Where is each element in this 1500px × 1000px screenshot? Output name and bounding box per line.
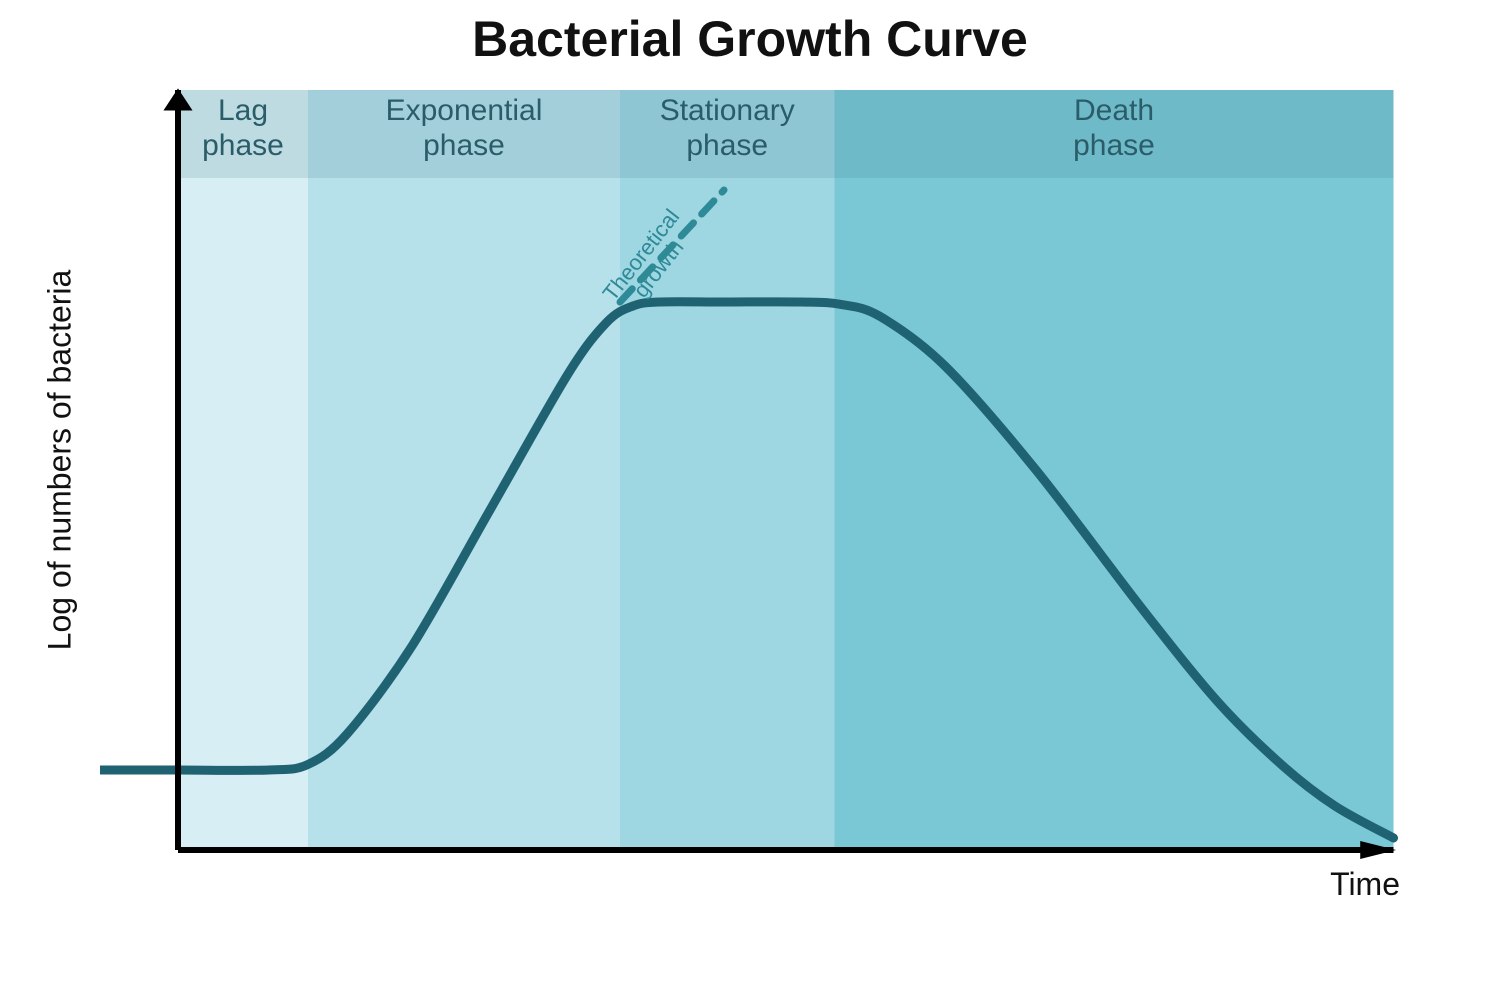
phase-label-lag: Lag phase [178, 94, 308, 163]
phase-label-stationary: Stationary phase [620, 94, 835, 163]
y-axis-label: Log of numbers of bacteria [42, 270, 79, 651]
phase-label-exponential: Exponential phase [308, 94, 620, 163]
phase-label-death: Death phase [835, 94, 1394, 163]
growth-curve-chart [100, 86, 1400, 886]
chart-title: Bacterial Growth Curve [0, 10, 1500, 68]
chart-area: Lag phaseExponential phaseStationary pha… [100, 86, 1400, 886]
figure-container: Bacterial Growth Curve Log of numbers of… [0, 0, 1500, 1000]
x-axis-label: Time [1330, 866, 1400, 903]
